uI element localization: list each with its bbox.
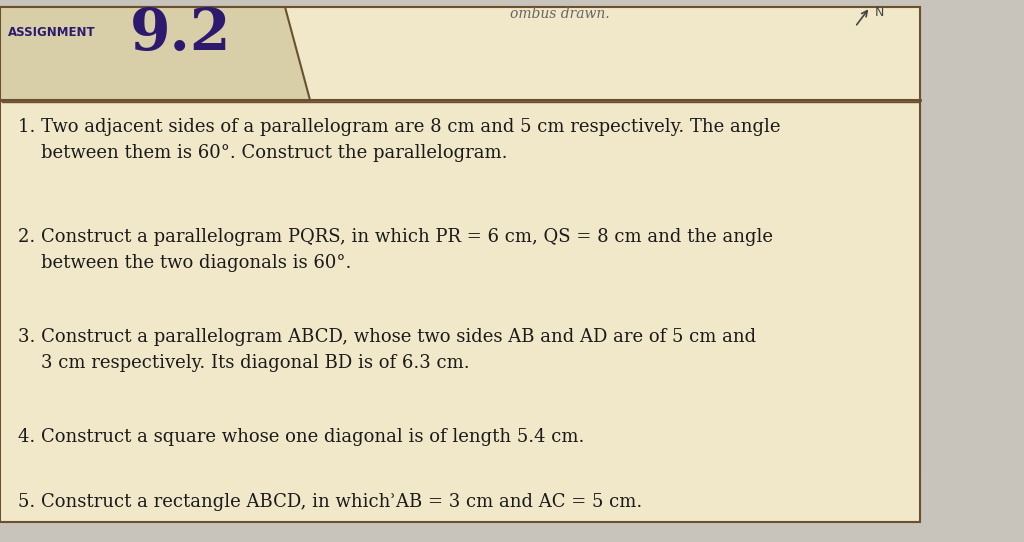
Polygon shape bbox=[0, 7, 310, 100]
Text: 3. Construct a parallelogram ABCD, whose two sides AB and AD are of 5 cm and
   : 3. Construct a parallelogram ABCD, whose… bbox=[18, 328, 756, 372]
Text: 2. Construct a parallelogram PQRS, in which PR = 6 cm, QS = 8 cm and the angle
 : 2. Construct a parallelogram PQRS, in wh… bbox=[18, 228, 773, 273]
Text: N: N bbox=[874, 5, 885, 18]
Text: 4. Construct a square whose one diagonal is of length 5.4 cm.: 4. Construct a square whose one diagonal… bbox=[18, 428, 585, 446]
Text: ASSIGNMENT: ASSIGNMENT bbox=[8, 25, 95, 38]
FancyBboxPatch shape bbox=[0, 7, 920, 477]
Text: 5. Construct a rectangle ABCD, in whichʾAB = 3 cm and AC = 5 cm.: 5. Construct a rectangle ABCD, in whichʾ… bbox=[18, 493, 642, 511]
Text: 9.2: 9.2 bbox=[130, 6, 231, 62]
Text: ombus drawn.: ombus drawn. bbox=[510, 7, 609, 21]
FancyBboxPatch shape bbox=[0, 100, 920, 522]
Text: 1. Two adjacent sides of a parallelogram are 8 cm and 5 cm respectively. The ang: 1. Two adjacent sides of a parallelogram… bbox=[18, 118, 780, 163]
